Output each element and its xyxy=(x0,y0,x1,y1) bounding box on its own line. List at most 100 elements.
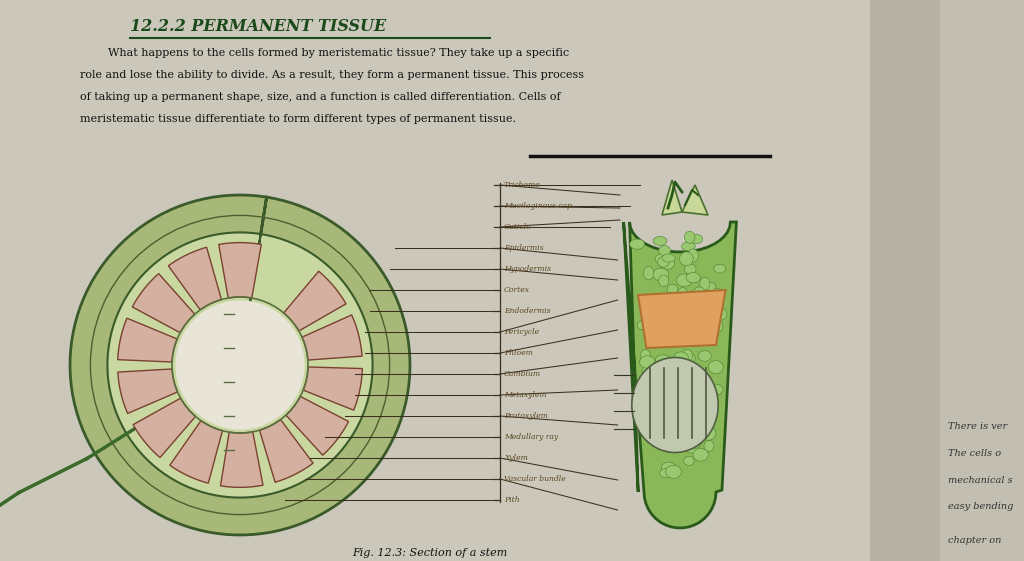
Ellipse shape xyxy=(674,352,688,364)
Polygon shape xyxy=(302,315,362,360)
Ellipse shape xyxy=(658,275,669,287)
Text: 12.2.2 PERMANENT TISSUE: 12.2.2 PERMANENT TISSUE xyxy=(130,18,386,35)
Text: What happens to the cells formed by meristematic tissue? They take up a specific: What happens to the cells formed by meri… xyxy=(80,48,569,58)
Ellipse shape xyxy=(685,444,699,453)
Ellipse shape xyxy=(667,284,678,295)
Ellipse shape xyxy=(692,402,705,412)
Ellipse shape xyxy=(659,257,675,269)
Polygon shape xyxy=(638,290,726,348)
Ellipse shape xyxy=(714,264,726,273)
Ellipse shape xyxy=(655,358,669,369)
Text: Protoxylem: Protoxylem xyxy=(504,412,548,420)
Text: Cortex: Cortex xyxy=(504,286,530,294)
Ellipse shape xyxy=(714,308,727,320)
Ellipse shape xyxy=(682,242,695,251)
Ellipse shape xyxy=(684,456,694,466)
Ellipse shape xyxy=(671,362,683,374)
Polygon shape xyxy=(132,274,195,333)
Ellipse shape xyxy=(693,287,706,300)
Ellipse shape xyxy=(678,400,691,409)
Ellipse shape xyxy=(711,385,723,395)
Ellipse shape xyxy=(632,357,718,453)
Ellipse shape xyxy=(681,350,692,362)
Ellipse shape xyxy=(684,264,696,274)
Polygon shape xyxy=(220,432,263,488)
Text: Pith: Pith xyxy=(504,496,519,504)
Ellipse shape xyxy=(671,422,682,433)
Text: of taking up a permanent shape, size, and a function is called differentiation. : of taking up a permanent shape, size, an… xyxy=(80,92,560,102)
Ellipse shape xyxy=(654,361,666,374)
Text: Cuticle: Cuticle xyxy=(504,223,531,231)
Ellipse shape xyxy=(690,415,701,428)
Polygon shape xyxy=(286,397,348,455)
Ellipse shape xyxy=(693,448,709,461)
Text: The cells o: The cells o xyxy=(948,449,1001,458)
Ellipse shape xyxy=(655,254,670,264)
Text: Vascular bundle: Vascular bundle xyxy=(504,475,565,483)
Polygon shape xyxy=(219,243,261,298)
Text: Medullary ray: Medullary ray xyxy=(504,433,558,441)
Ellipse shape xyxy=(642,365,657,378)
Bar xyxy=(870,0,1024,561)
Ellipse shape xyxy=(652,392,664,403)
Ellipse shape xyxy=(650,391,666,402)
Ellipse shape xyxy=(691,425,707,435)
Ellipse shape xyxy=(703,440,714,452)
Text: Phloem: Phloem xyxy=(504,349,532,357)
Polygon shape xyxy=(133,398,196,458)
Polygon shape xyxy=(168,247,221,310)
Text: Xylem: Xylem xyxy=(504,454,528,462)
Text: Fig. 12.3: Section of a stem: Fig. 12.3: Section of a stem xyxy=(352,548,508,558)
Text: mechanical s: mechanical s xyxy=(948,476,1013,485)
Text: Epidermis: Epidermis xyxy=(504,244,544,252)
Ellipse shape xyxy=(659,468,676,478)
Ellipse shape xyxy=(663,296,677,306)
Ellipse shape xyxy=(689,234,702,243)
Ellipse shape xyxy=(630,239,645,249)
Bar xyxy=(940,0,1024,561)
Ellipse shape xyxy=(709,384,723,395)
Text: meristematic tissue differentiate to form different types of permanent tissue.: meristematic tissue differentiate to for… xyxy=(80,114,516,124)
Polygon shape xyxy=(662,180,682,215)
Polygon shape xyxy=(682,185,708,215)
Ellipse shape xyxy=(691,410,707,418)
Ellipse shape xyxy=(687,249,698,263)
Text: Metaxylem: Metaxylem xyxy=(504,391,547,399)
Ellipse shape xyxy=(653,236,667,246)
Polygon shape xyxy=(118,369,177,413)
Ellipse shape xyxy=(699,277,710,290)
Ellipse shape xyxy=(653,324,669,334)
Ellipse shape xyxy=(693,386,709,397)
Ellipse shape xyxy=(686,273,700,283)
Ellipse shape xyxy=(684,231,695,243)
Ellipse shape xyxy=(653,268,669,281)
Ellipse shape xyxy=(712,288,723,299)
Text: Hypodermis: Hypodermis xyxy=(504,265,551,273)
Polygon shape xyxy=(170,421,222,483)
Ellipse shape xyxy=(713,319,723,333)
Polygon shape xyxy=(303,367,362,410)
Ellipse shape xyxy=(640,356,654,368)
Ellipse shape xyxy=(687,438,700,449)
Text: Endodermis: Endodermis xyxy=(504,307,551,315)
Ellipse shape xyxy=(700,427,716,440)
Ellipse shape xyxy=(667,416,678,424)
Ellipse shape xyxy=(678,288,688,301)
Circle shape xyxy=(175,300,304,430)
Ellipse shape xyxy=(640,350,650,363)
Ellipse shape xyxy=(638,404,652,416)
Ellipse shape xyxy=(685,353,695,363)
Ellipse shape xyxy=(662,462,676,473)
Polygon shape xyxy=(108,232,373,498)
Text: role and lose the ability to divide. As a result, they form a permanent tissue. : role and lose the ability to divide. As … xyxy=(80,70,584,80)
Polygon shape xyxy=(70,195,410,535)
Text: Pericycle: Pericycle xyxy=(504,328,539,336)
Ellipse shape xyxy=(680,252,693,266)
Text: chapter on: chapter on xyxy=(948,536,1001,545)
Ellipse shape xyxy=(709,361,723,374)
Ellipse shape xyxy=(637,320,649,330)
Ellipse shape xyxy=(705,283,716,292)
Ellipse shape xyxy=(698,351,712,361)
Ellipse shape xyxy=(662,254,676,262)
Text: Mucilaginous cap: Mucilaginous cap xyxy=(504,202,572,210)
